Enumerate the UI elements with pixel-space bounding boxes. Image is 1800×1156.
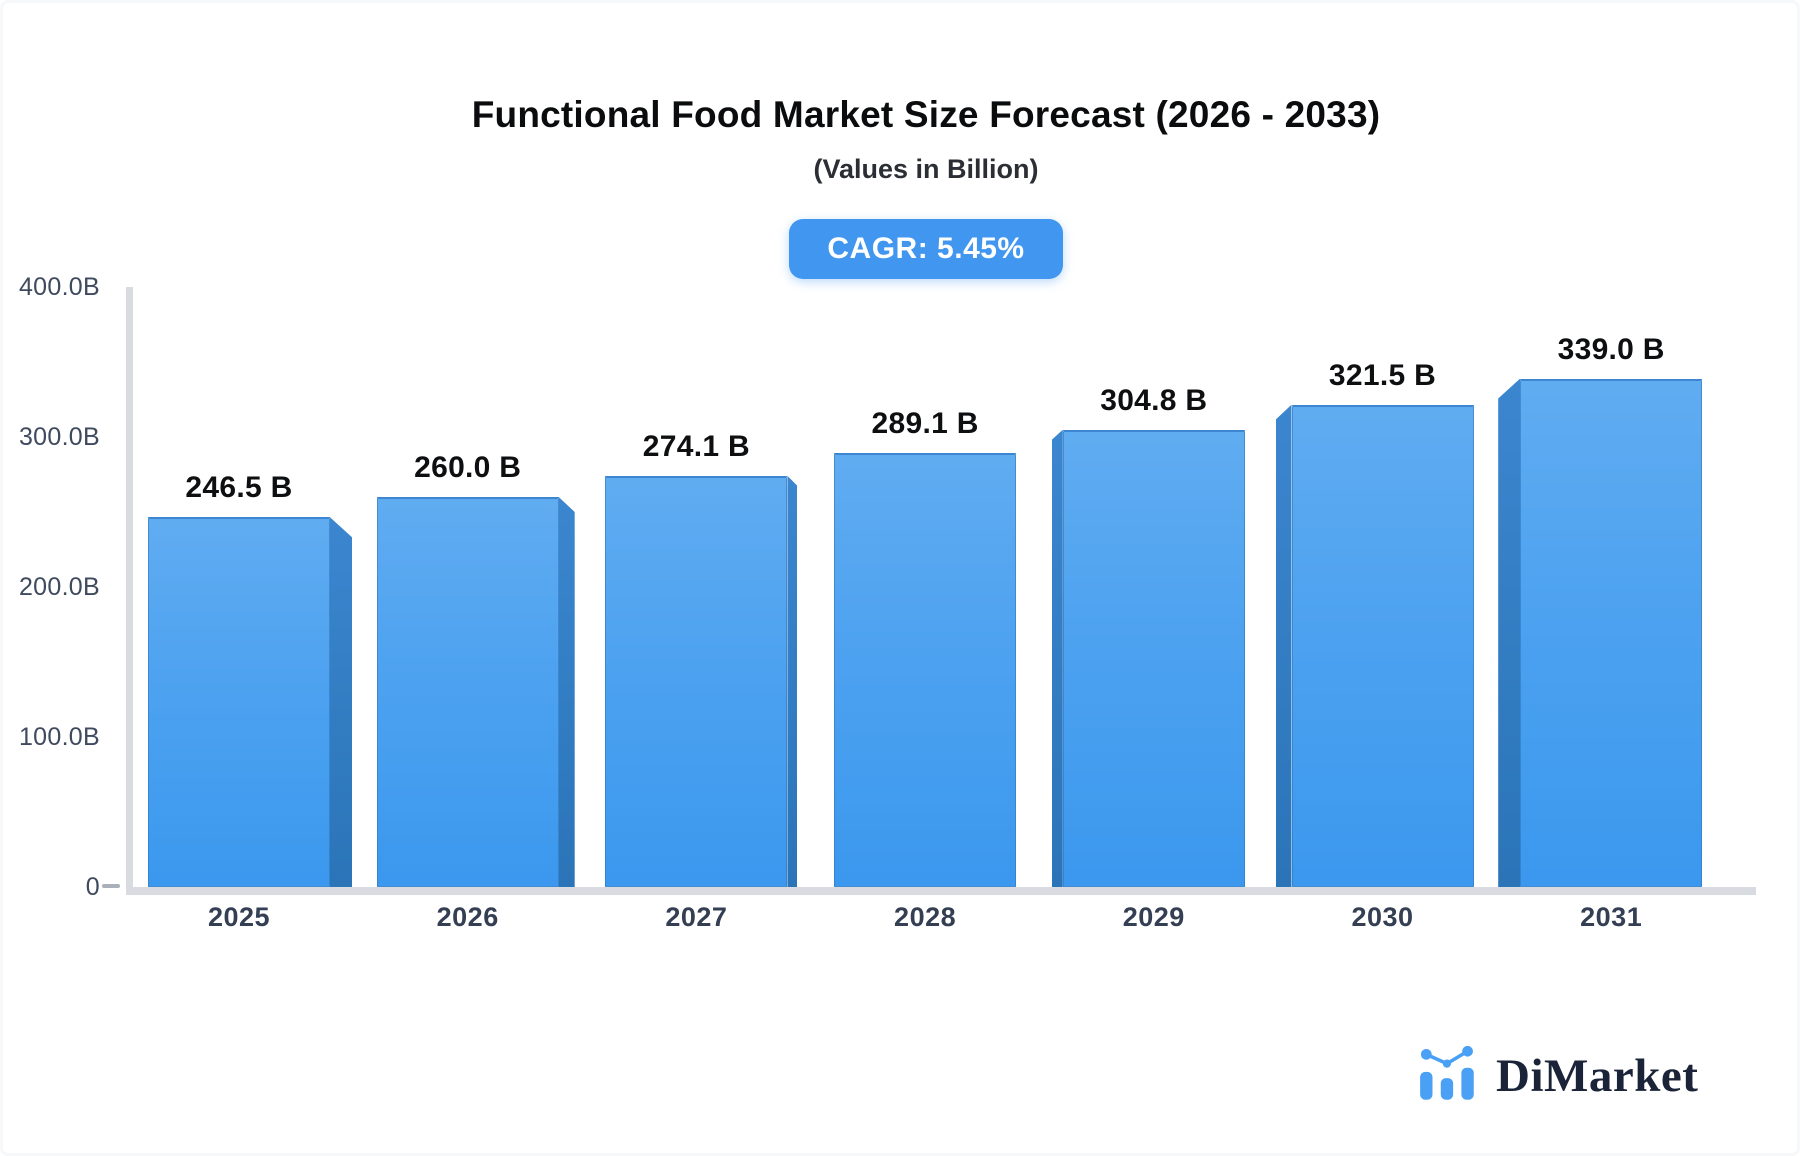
dimarket-logo: DiMarket — [1416, 1046, 1698, 1106]
mini-bar-line-chart-icon — [1420, 1046, 1474, 1100]
y-axis-label: 100.0B — [18, 723, 100, 751]
y-axis-label: 300.0B — [18, 423, 100, 451]
zero-tick-mark — [102, 884, 120, 888]
bar — [1520, 378, 1703, 887]
x-axis-label: 2025 — [207, 902, 271, 932]
x-axis-label: 2029 — [1122, 902, 1185, 932]
bar-3d-side — [1498, 378, 1521, 887]
bar-value-label: 260.0 B — [414, 451, 522, 484]
bar-3d-side — [1275, 404, 1292, 887]
chart-subtitle: (Values in Billion) — [813, 154, 1039, 184]
x-axis-label: 2026 — [436, 902, 499, 932]
bar-3d-side — [1051, 429, 1063, 887]
y-axis-line — [126, 287, 133, 895]
x-axis-label: 2027 — [665, 902, 728, 932]
bar-3d-side — [558, 497, 575, 887]
x-axis-label: 2030 — [1351, 902, 1414, 932]
bar — [834, 453, 1017, 887]
bar — [148, 517, 330, 887]
x-axis-label: 2028 — [894, 902, 957, 932]
chart-header: Functional Food Market Size Forecast (20… — [52, 0, 1800, 279]
bar-value-label: 246.5 B — [185, 471, 293, 505]
bar — [1062, 429, 1245, 887]
logo-text: DiMarket — [1496, 1050, 1699, 1102]
bar-value-label: 304.8 B — [1100, 383, 1208, 417]
bar-value-label: 274.1 B — [642, 429, 750, 463]
bar-value-label: 339.0 B — [1557, 332, 1665, 366]
bar-3d-side — [787, 475, 798, 887]
y-axis-label: 400.0B — [18, 273, 100, 301]
bar-3d-side — [330, 517, 352, 887]
cagr-badge: CAGR: 5.45% — [789, 219, 1063, 279]
bar-value-label: 289.1 B — [871, 407, 979, 441]
x-axis-label: 2031 — [1580, 902, 1643, 932]
y-axis-label: 0 — [85, 873, 100, 901]
x-axis-baseline — [126, 887, 1756, 895]
bar-value-label: 321.5 B — [1328, 358, 1437, 392]
bar — [1291, 404, 1474, 887]
bar — [376, 497, 559, 887]
y-axis-label: 200.0B — [18, 573, 100, 601]
chart-title: Functional Food Market Size Forecast (20… — [471, 94, 1381, 135]
bar — [605, 475, 788, 887]
